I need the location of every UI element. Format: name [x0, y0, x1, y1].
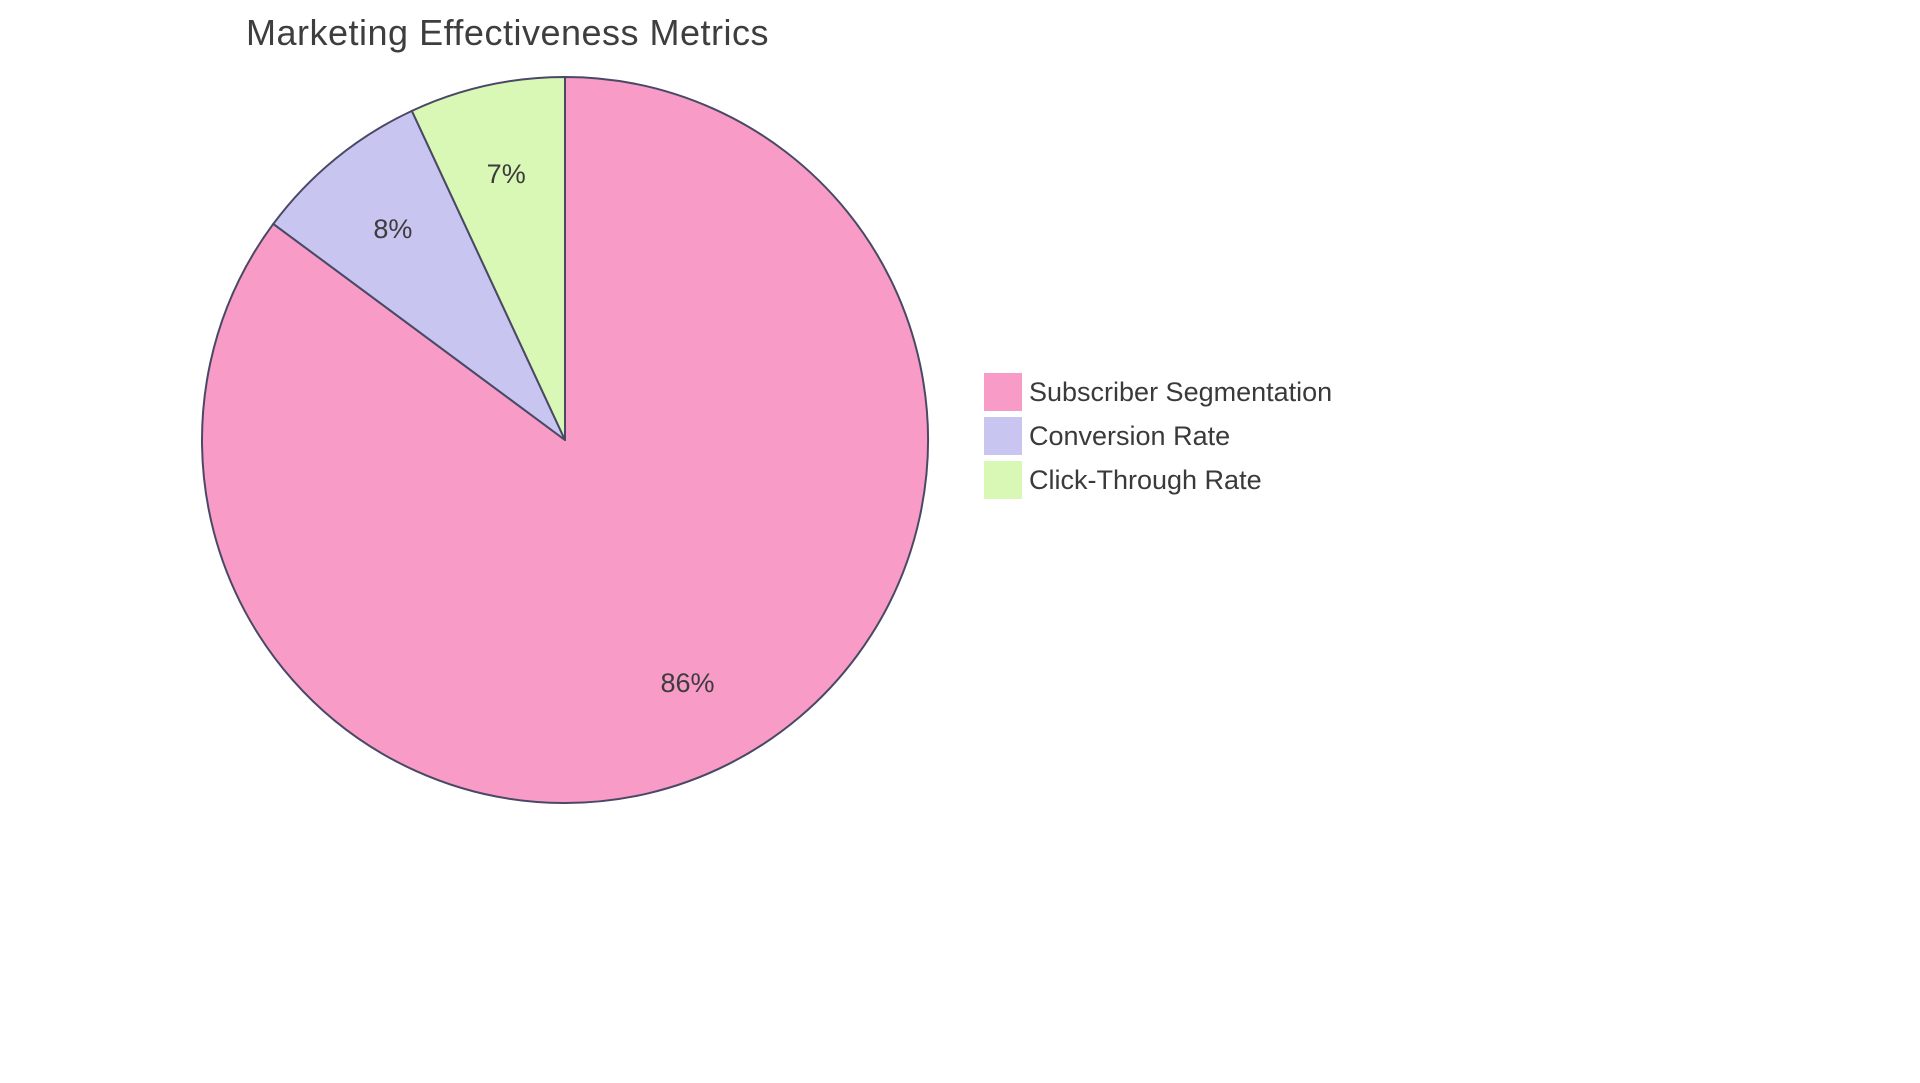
legend-label-2: Click-Through Rate	[1029, 464, 1262, 495]
legend-swatch-2	[984, 461, 1022, 499]
legend-swatch-1	[984, 417, 1022, 455]
chart-title: Marketing Effectiveness Metrics	[246, 12, 770, 53]
legend-item-2: Click-Through Rate	[984, 461, 1332, 499]
legend-item-0: Subscriber Segmentation	[984, 373, 1332, 411]
pie-slice-label-0: 86%	[660, 668, 714, 698]
legend-label-1: Conversion Rate	[1029, 420, 1231, 451]
legend-swatch-0	[984, 373, 1022, 411]
legend: Subscriber Segmentation Conversion Rate Cl…	[984, 373, 1332, 499]
pie-labels: 86% 8% 7%	[373, 159, 714, 698]
legend-label-0: Subscriber Segmentation	[1029, 376, 1333, 407]
pie-slice-label-1: 8%	[373, 214, 412, 244]
pie-slice-1	[272, 109, 566, 441]
pie-slice-label-2: 7%	[487, 159, 526, 189]
pie-slice-2	[410, 76, 566, 441]
legend-item-1: Conversion Rate	[984, 417, 1332, 455]
pie-slices	[201, 76, 929, 804]
